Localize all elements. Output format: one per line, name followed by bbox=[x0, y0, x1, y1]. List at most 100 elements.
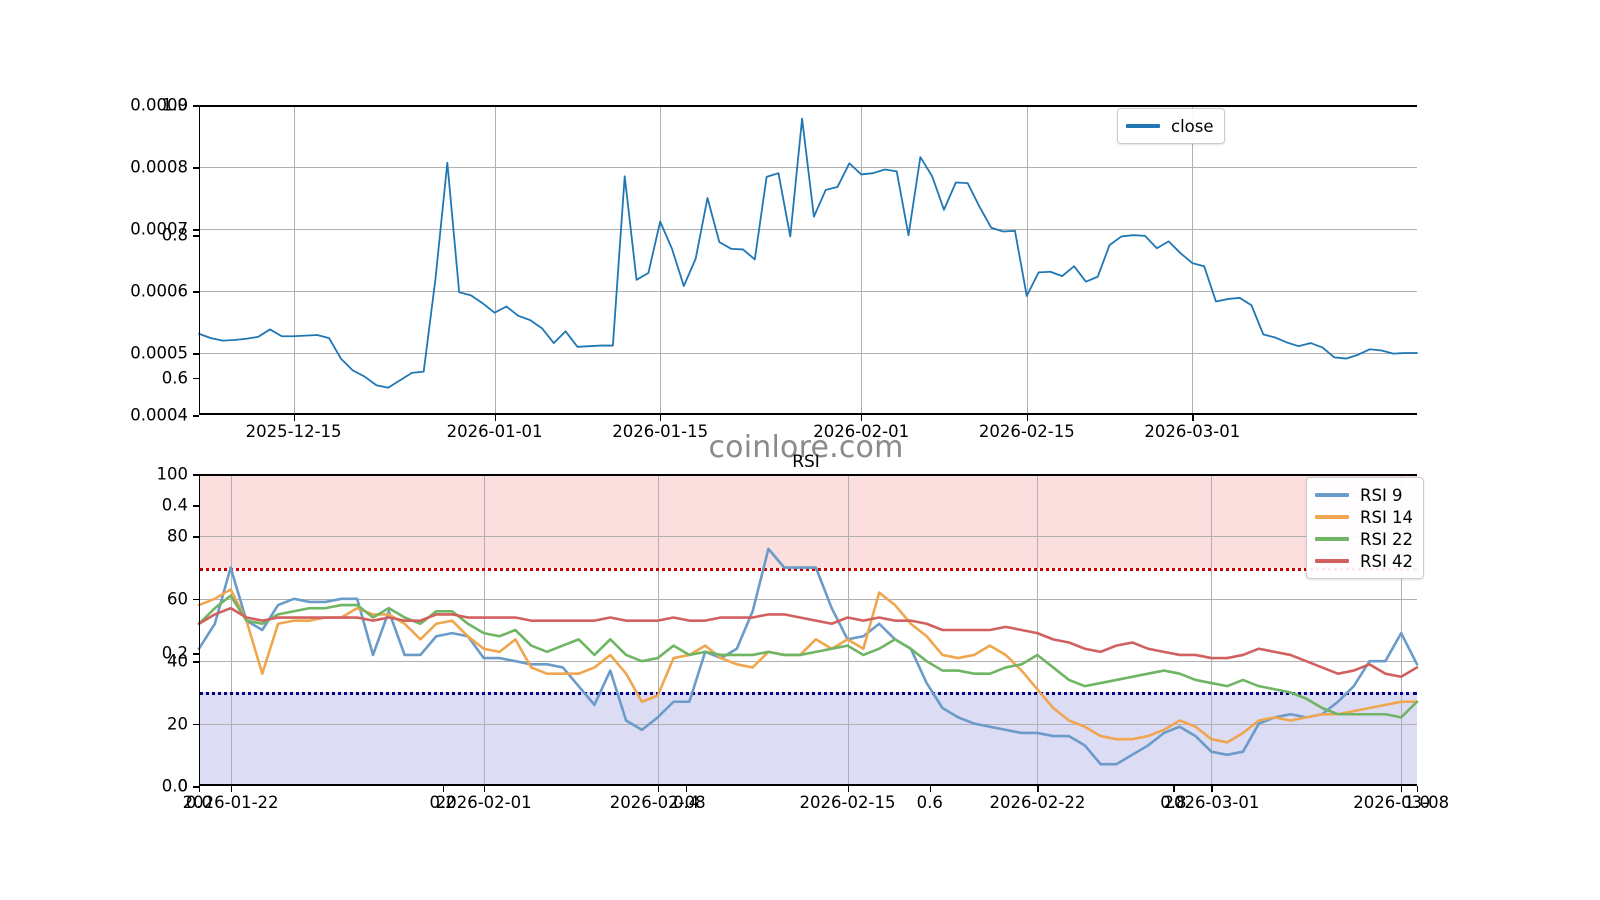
price-gridline-vertical bbox=[494, 105, 496, 415]
rsi-x-tick-label: 2026-02-01 bbox=[435, 793, 532, 812]
rsi-chart-panel bbox=[197, 474, 1419, 786]
legend-color-swatch bbox=[1315, 559, 1349, 563]
rsi-x-tick-label-normalized: 0.6 bbox=[916, 793, 943, 812]
price-y-tick-mark bbox=[193, 415, 199, 417]
price-x-tick-label: 2025-12-15 bbox=[245, 422, 342, 441]
rsi-y-tick-label-normalized: 0.4 bbox=[161, 495, 188, 515]
rsi-y-tick-mark-normalized bbox=[193, 653, 199, 655]
rsi-legend[interactable]: RSI 9 RSI 14 RSI 22 RSI 42 bbox=[1306, 477, 1425, 579]
rsi-chart-title: RSI bbox=[792, 452, 820, 472]
rsi-gridline-horizontal bbox=[199, 661, 1417, 663]
rsi-plot-frame bbox=[199, 474, 1417, 786]
rsi-x-tick-mark-normalized bbox=[1417, 786, 1419, 792]
rsi-x-tick-label: 2026-03-08 bbox=[1353, 793, 1450, 812]
legend-item[interactable]: RSI 9 bbox=[1315, 484, 1413, 506]
rsi-x-tick-mark bbox=[230, 786, 232, 792]
rsi-gridline-vertical bbox=[847, 474, 849, 786]
price-y-tick-label-normalized: 0.8 bbox=[161, 225, 188, 245]
legend-color-swatch bbox=[1126, 124, 1160, 128]
rsi-gridline-vertical bbox=[657, 474, 659, 786]
rsi-y-tick-mark bbox=[193, 661, 199, 663]
legend-item-label: RSI 42 bbox=[1360, 551, 1414, 571]
legend-item[interactable]: RSI 14 bbox=[1315, 506, 1413, 528]
price-x-tick-mark bbox=[293, 415, 295, 421]
price-x-tick-mark bbox=[861, 415, 863, 421]
rsi-gridline-vertical bbox=[483, 474, 485, 786]
legend-item[interactable]: RSI 42 bbox=[1315, 550, 1413, 572]
rsi-y-tick-mark-normalized bbox=[193, 505, 199, 507]
rsi-x-tick-label-normalized: 0.0 bbox=[185, 793, 213, 812]
rsi-x-tick-mark-normalized bbox=[199, 786, 201, 792]
rsi-y-tick-mark bbox=[193, 723, 199, 726]
rsi-y-tick-label: 80 bbox=[167, 526, 188, 546]
price-x-tick-label: 2026-01-01 bbox=[446, 422, 543, 441]
rsi-y-tick-mark bbox=[193, 474, 199, 476]
price-series-svg bbox=[198, 117, 1418, 389]
rsi-x-tick-mark bbox=[847, 786, 849, 792]
rsi-threshold-line bbox=[199, 692, 1417, 696]
legend-item-label: RSI 9 bbox=[1360, 485, 1403, 505]
price-gridline-vertical bbox=[1026, 105, 1028, 415]
price-x-tick-label: 2026-02-01 bbox=[813, 422, 910, 441]
legend-color-swatch bbox=[1315, 537, 1349, 541]
price-y-tick-label: 0.0007 bbox=[130, 219, 188, 239]
rsi-series-svg bbox=[197, 547, 1419, 766]
price-x-tick-label: 2026-02-15 bbox=[978, 422, 1075, 441]
legend-item-label: RSI 22 bbox=[1360, 529, 1414, 549]
legend-item[interactable]: RSI 22 bbox=[1315, 528, 1413, 550]
price-y-tick-mark-normalized bbox=[193, 235, 199, 237]
legend-item[interactable]: close bbox=[1126, 115, 1214, 137]
rsi-x-tick-label: 2026-01-22 bbox=[182, 793, 279, 812]
price-x-tick-mark bbox=[494, 415, 496, 421]
rsi-x-tick-mark-normalized bbox=[929, 786, 932, 792]
rsi-x-tick-label: 2026-02-08 bbox=[609, 793, 706, 812]
rsi-x-tick-label: 2026-02-15 bbox=[799, 793, 896, 812]
price-y-tick-mark-normalized bbox=[193, 377, 199, 380]
price-gridline-horizontal bbox=[199, 353, 1417, 354]
rsi-x-tick-mark bbox=[657, 786, 659, 792]
rsi-shaded-region bbox=[199, 474, 1417, 568]
legend-color-swatch bbox=[1315, 493, 1349, 497]
rsi-x-tick-mark bbox=[1401, 786, 1403, 792]
price-y-tick-mark bbox=[193, 353, 199, 355]
rsi-gridline-vertical bbox=[1037, 474, 1039, 786]
price-x-tick-label: 2026-01-15 bbox=[612, 422, 709, 441]
price-gridline-horizontal bbox=[199, 291, 1417, 292]
rsi-x-tick-label-normalized: 0.4 bbox=[673, 793, 700, 812]
price-y-tick-label: 0.0008 bbox=[130, 157, 188, 177]
rsi-y-tick-label: 60 bbox=[167, 589, 188, 609]
price-y-tick-label: 0.0004 bbox=[130, 405, 188, 425]
price-gridline-horizontal bbox=[199, 229, 1417, 230]
rsi-x-tick-mark bbox=[483, 786, 485, 792]
legend-color-swatch bbox=[1315, 515, 1349, 519]
price-y-tick-label-normalized: 1.0 bbox=[161, 95, 188, 115]
rsi-gridline-vertical bbox=[230, 474, 232, 786]
rsi-x-tick-mark bbox=[1211, 786, 1213, 792]
rsi-x-tick-mark bbox=[1037, 786, 1039, 792]
legend-item-label: close bbox=[1171, 116, 1214, 136]
price-legend[interactable]: close bbox=[1117, 108, 1225, 144]
rsi-gridline-horizontal bbox=[199, 723, 1417, 725]
rsi-x-tick-label-normalized: 0.2 bbox=[429, 793, 456, 812]
price-x-tick-mark bbox=[1026, 415, 1029, 421]
rsi-x-tick-mark-normalized bbox=[1173, 786, 1175, 792]
rsi-y-tick-mark bbox=[193, 598, 199, 601]
price-y-tick-mark-normalized bbox=[193, 105, 199, 107]
price-y-tick-label: 0.0006 bbox=[130, 281, 188, 301]
rsi-x-tick-label: 2026-02-22 bbox=[989, 793, 1086, 812]
rsi-y-tick-label: 100 bbox=[156, 464, 189, 484]
price-x-tick-mark bbox=[1192, 415, 1194, 421]
rsi-x-tick-mark-normalized bbox=[686, 786, 688, 792]
rsi-y-tick-label: 20 bbox=[167, 714, 188, 734]
price-y-tick-label-normalized: 0.6 bbox=[161, 368, 188, 388]
price-gridline-vertical bbox=[861, 105, 863, 415]
rsi-gridline-vertical bbox=[1401, 474, 1403, 786]
price-y-tick-mark bbox=[193, 229, 199, 231]
rsi-y-tick-label-normalized: 0.2 bbox=[161, 643, 188, 663]
rsi-gridline-horizontal bbox=[199, 598, 1417, 600]
watermark: coinlore.com bbox=[708, 430, 904, 465]
price-y-tick-mark bbox=[193, 291, 199, 293]
price-y-tick-mark bbox=[193, 167, 199, 169]
rsi-y-tick-label: 0 bbox=[177, 776, 189, 796]
